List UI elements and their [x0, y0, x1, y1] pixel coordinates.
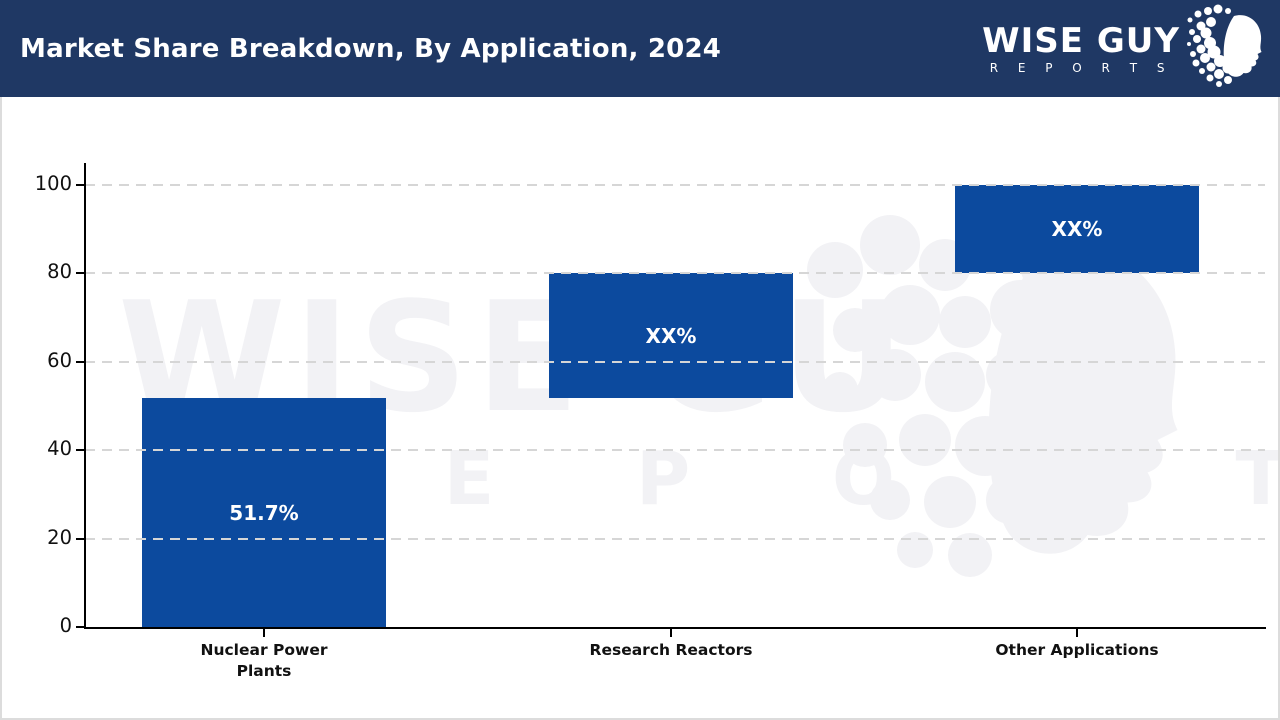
x-tick-mark: [1076, 629, 1078, 637]
x-label-other-applications: Other Applications: [995, 641, 1159, 659]
gridline: [85, 184, 1265, 186]
page-title: Market Share Breakdown, By Application, …: [20, 33, 722, 64]
bar-nuclear-power-plants: 51.7%: [142, 398, 386, 627]
x-axis-line: [84, 627, 1266, 629]
bar-value-label: XX%: [645, 323, 697, 348]
bar-research-reactors: XX%: [549, 273, 793, 399]
x-tick-mark: [670, 629, 672, 637]
y-axis-line: [84, 163, 86, 629]
gridline: [85, 272, 1265, 275]
brand-name: WISE GUY: [982, 20, 1180, 61]
bar-value-label: 51.7%: [229, 500, 299, 525]
brand-face-icon: [1182, 4, 1266, 94]
y-tick-mark: [76, 537, 84, 540]
y-tick-label: 20: [47, 525, 72, 549]
bar-value-label: XX%: [1051, 217, 1103, 242]
x-label-nuclear-power-plants: Nuclear Power Plants: [200, 641, 328, 680]
x-tick-mark: [263, 629, 265, 637]
y-tick-label: 0: [59, 614, 72, 637]
y-tick-label: 100: [34, 172, 72, 195]
gridline: [85, 360, 1265, 363]
brand-logo-text: WISE GUY R E P O R T S: [982, 24, 1180, 74]
bar-other-applications: XX%: [955, 185, 1199, 274]
y-tick-mark: [76, 360, 84, 363]
header-bar: Market Share Breakdown, By Application, …: [0, 0, 1280, 97]
y-tick-mark: [76, 184, 84, 186]
x-label-research-reactors: Research Reactors: [589, 641, 753, 659]
y-tick-label: 60: [47, 348, 72, 372]
y-tick-label: 80: [47, 260, 72, 284]
gridline: [85, 537, 1265, 540]
y-tick-mark: [76, 272, 84, 275]
y-tick-mark: [76, 449, 84, 452]
brand-subtitle: R E P O R T S: [989, 60, 1173, 75]
gridline: [85, 449, 1265, 452]
y-tick-label: 40: [47, 437, 72, 461]
brand-logo: WISE GUY R E P O R T S: [982, 4, 1266, 94]
y-tick-mark: [76, 626, 84, 628]
